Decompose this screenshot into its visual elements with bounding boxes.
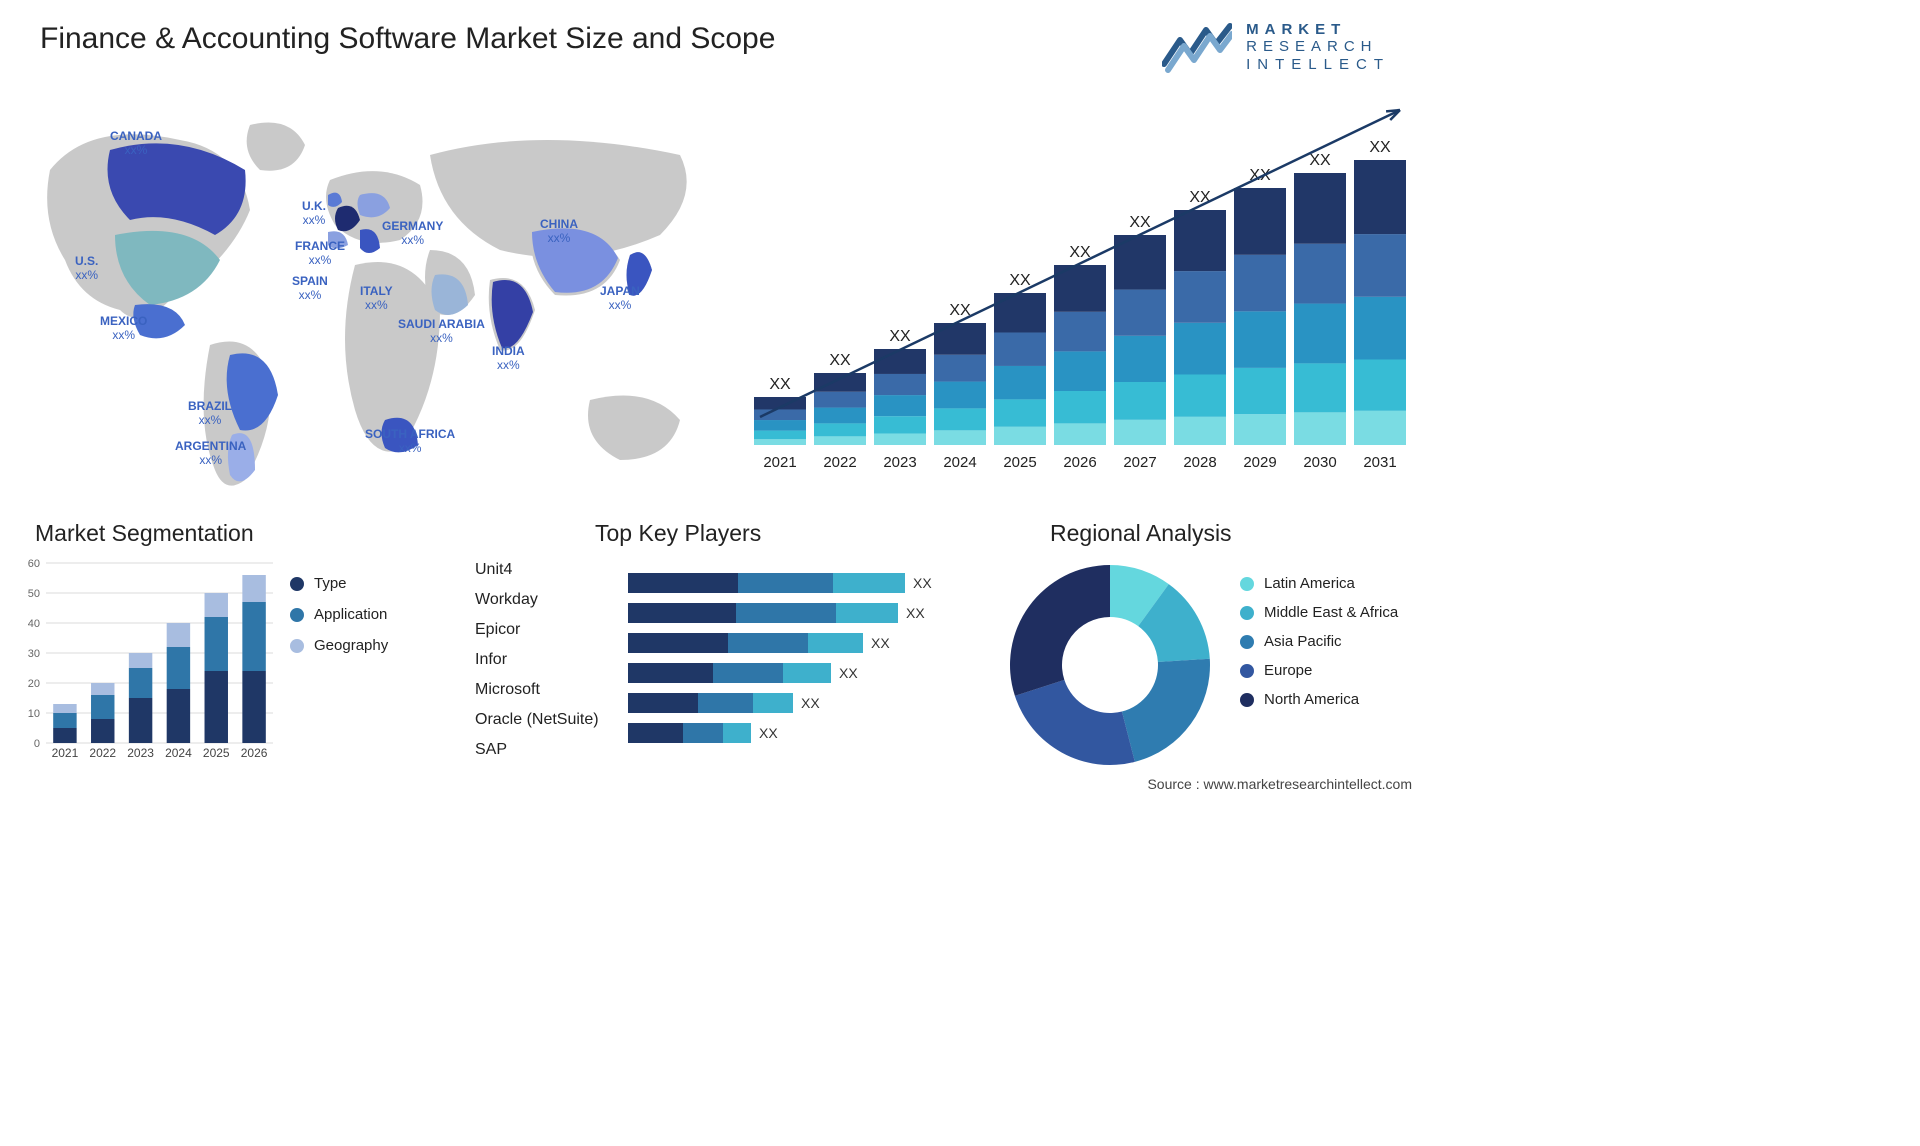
svg-text:XX: XX [829,352,851,369]
segmentation-legend-item: Geography [290,637,388,654]
svg-text:40: 40 [28,618,40,630]
map-label-france: FRANCExx% [295,240,345,268]
svg-text:XX: XX [1129,214,1151,231]
map-label-south-africa: SOUTH AFRICAxx% [365,428,455,456]
regional-legend-item: Middle East & Africa [1240,604,1398,621]
map-label-india: INDIAxx% [492,345,525,373]
regional-legend-item: Asia Pacific [1240,633,1398,650]
svg-text:2030: 2030 [1303,454,1336,471]
svg-text:2021: 2021 [52,746,79,760]
brand-logo: MARKET RESEARCH INTELLECT [1162,20,1390,74]
svg-text:2027: 2027 [1123,454,1156,471]
keyplayer-name: Unit4 [475,555,599,585]
keyplayers-bars: XXXXXXXXXXXX [628,568,958,748]
map-label-u-k-: U.K.xx% [302,200,326,228]
regional-legend-item: Latin America [1240,575,1398,592]
segmentation-legend-item: Type [290,575,388,592]
keyplayers-list: Unit4WorkdayEpicorInforMicrosoftOracle (… [475,555,599,765]
svg-text:2031: 2031 [1363,454,1396,471]
legend-label: North America [1264,691,1359,708]
svg-text:XX: XX [769,376,791,393]
keyplayer-bar: XX [628,628,958,658]
svg-text:XX: XX [889,328,911,345]
map-label-argentina: ARGENTINAxx% [175,440,246,468]
regional-legend: Latin America Middle East & Africa Asia Pa… [1240,575,1398,720]
svg-text:2024: 2024 [165,746,192,760]
svg-text:50: 50 [28,588,40,600]
map-label-canada: CANADAxx% [110,130,162,158]
svg-text:0: 0 [34,738,40,750]
svg-text:2028: 2028 [1183,454,1216,471]
map-label-u-s-: U.S.xx% [75,255,98,283]
svg-text:2026: 2026 [1063,454,1096,471]
keyplayer-bar: XX [628,598,958,628]
map-label-mexico: MEXICOxx% [100,315,147,343]
keyplayers-heading: Top Key Players [595,520,761,547]
keyplayer-name: Workday [475,585,599,615]
legend-label: Asia Pacific [1264,633,1342,650]
map-label-spain: SPAINxx% [292,275,328,303]
world-map: CANADAxx% U.S.xx% MEXICOxx% BRAZILxx% ARGENT… [20,100,720,500]
legend-label: Type [314,575,347,592]
svg-text:XX: XX [1309,152,1331,169]
keyplayer-bar: XX [628,688,958,718]
keyplayer-bar: XX [628,658,958,688]
svg-text:30: 30 [28,648,40,660]
map-label-saudi-arabia: SAUDI ARABIAxx% [398,318,485,346]
legend-swatch [1240,577,1254,591]
keyplayer-name: SAP [475,735,599,765]
svg-text:2021: 2021 [763,454,796,471]
logo-mark-icon [1162,20,1232,74]
svg-text:2029: 2029 [1243,454,1276,471]
legend-swatch [290,577,304,591]
legend-label: Application [314,606,387,623]
segmentation-legend-item: Application [290,606,388,623]
svg-text:2023: 2023 [883,454,916,471]
regional-donut [1000,555,1220,775]
keyplayer-bar: XX [628,718,958,748]
svg-text:20: 20 [28,678,40,690]
legend-swatch [1240,635,1254,649]
legend-label: Middle East & Africa [1264,604,1398,621]
source-label: Source : www.marketresearchintellect.com [1147,776,1412,792]
svg-text:XX: XX [1369,139,1391,156]
legend-swatch [1240,693,1254,707]
keyplayer-bar: XX [628,568,958,598]
svg-text:2025: 2025 [203,746,230,760]
segmentation-chart: 0 10 20 30 40 50 60 2021 2022 2023 2024 2025 2026 [18,555,278,765]
svg-text:2025: 2025 [1003,454,1036,471]
keyplayer-name: Infor [475,645,599,675]
svg-text:XX: XX [1009,272,1031,289]
map-label-china: CHINAxx% [540,218,578,246]
map-label-italy: ITALYxx% [360,285,393,313]
legend-swatch [1240,606,1254,620]
map-label-germany: GERMANYxx% [382,220,443,248]
keyplayer-name: Microsoft [475,675,599,705]
legend-swatch [1240,664,1254,678]
legend-label: Europe [1264,662,1312,679]
segmentation-heading: Market Segmentation [35,520,254,547]
svg-text:2026: 2026 [241,746,268,760]
regional-legend-item: Europe [1240,662,1398,679]
legend-swatch [290,639,304,653]
svg-text:2024: 2024 [943,454,976,471]
regional-heading: Regional Analysis [1050,520,1232,547]
svg-text:2022: 2022 [823,454,856,471]
keyplayer-name: Oracle (NetSuite) [475,705,599,735]
svg-text:2023: 2023 [127,746,154,760]
legend-label: Geography [314,637,388,654]
legend-swatch [290,608,304,622]
keyplayer-name: Epicor [475,615,599,645]
map-label-brazil: BRAZILxx% [188,400,232,428]
segmentation-legend: Type Application Geography [290,575,388,668]
map-label-japan: JAPANxx% [600,285,640,313]
regional-legend-item: North America [1240,691,1398,708]
page-title: Finance & Accounting Software Market Siz… [40,22,775,56]
logo-text: MARKET RESEARCH INTELLECT [1246,21,1390,73]
svg-text:60: 60 [28,558,40,570]
svg-text:2022: 2022 [89,746,116,760]
legend-label: Latin America [1264,575,1355,592]
growth-chart: 2021 XX 2022 XX 2023 XX 2024 XX 2025 XX 2026 XX 2027… [740,100,1420,480]
svg-text:10: 10 [28,708,40,720]
